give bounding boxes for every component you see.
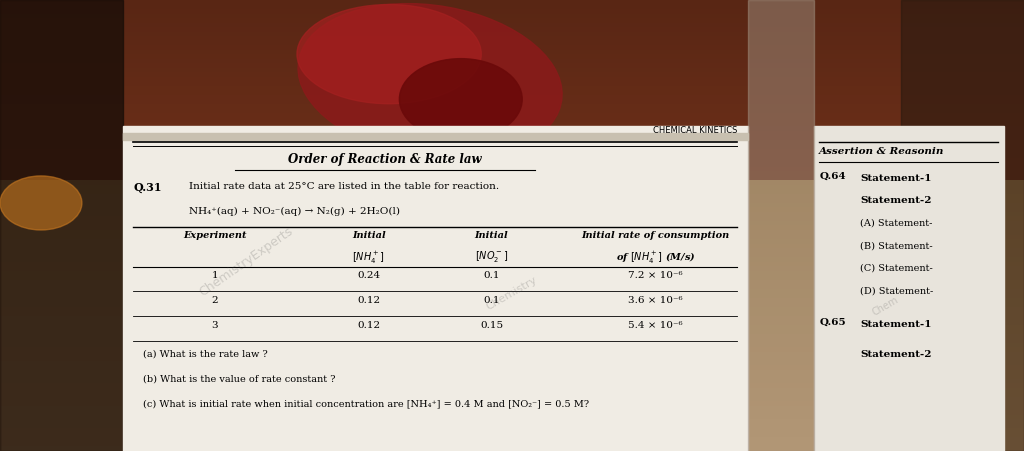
Text: Chem: Chem: [871, 295, 900, 318]
Text: (c) What is initial rate when initial concentration are [NH₄⁺] = 0.4 M and [NO₂⁻: (c) What is initial rate when initial co…: [143, 400, 590, 409]
Text: 0.24: 0.24: [357, 271, 380, 280]
Text: 2: 2: [212, 296, 218, 305]
Text: (B) Statement-: (B) Statement-: [860, 241, 933, 250]
Text: Assertion & Reasonin: Assertion & Reasonin: [819, 147, 944, 156]
Text: Experiment: Experiment: [183, 231, 247, 240]
Bar: [123, 126, 748, 451]
Text: Initial: Initial: [475, 231, 508, 240]
Text: Statement-1: Statement-1: [860, 320, 932, 329]
Text: (D) Statement-: (D) Statement-: [860, 286, 934, 295]
Text: Initial rate data at 25°C are listed in the table for reaction.: Initial rate data at 25°C are listed in …: [189, 182, 500, 191]
Ellipse shape: [0, 176, 82, 230]
Text: Chemistry: Chemistry: [484, 275, 540, 312]
Text: 0.1: 0.1: [483, 296, 500, 305]
Text: Initial rate of consumption: Initial rate of consumption: [582, 231, 729, 240]
Text: (b) What is the value of rate constant ?: (b) What is the value of rate constant ?: [143, 375, 336, 384]
Text: (C) Statement-: (C) Statement-: [860, 264, 933, 273]
Text: 5.4 × 10⁻⁶: 5.4 × 10⁻⁶: [628, 321, 683, 330]
Text: 0.1: 0.1: [483, 271, 500, 280]
Bar: [748, 0, 814, 451]
Text: Statement-1: Statement-1: [860, 174, 932, 183]
Text: Q.64: Q.64: [819, 171, 846, 180]
Text: Initial: Initial: [352, 231, 385, 240]
Text: $[NO_2^-]$: $[NO_2^-]$: [475, 249, 508, 264]
Text: Statement-2: Statement-2: [860, 350, 932, 359]
Text: (A) Statement-: (A) Statement-: [860, 219, 933, 228]
Bar: [814, 126, 1004, 451]
Text: Order of Reaction & Rate law: Order of Reaction & Rate law: [289, 153, 482, 166]
Ellipse shape: [399, 59, 522, 140]
Text: 1: 1: [212, 271, 218, 280]
Text: $[NH_4^+]$: $[NH_4^+]$: [352, 249, 385, 266]
Text: 0.15: 0.15: [480, 321, 503, 330]
Bar: [123, 133, 748, 140]
Text: 0.12: 0.12: [357, 321, 380, 330]
Text: (a) What is the rate law ?: (a) What is the rate law ?: [143, 350, 268, 359]
Bar: [901, 0, 1024, 451]
Text: NH₄⁺(aq) + NO₂⁻(aq) → N₂(g) + 2H₂O(l): NH₄⁺(aq) + NO₂⁻(aq) → N₂(g) + 2H₂O(l): [189, 207, 400, 216]
Bar: [0, 0, 123, 451]
Text: 7.2 × 10⁻⁶: 7.2 × 10⁻⁶: [628, 271, 683, 280]
Text: CHEMICAL KINETICS: CHEMICAL KINETICS: [653, 126, 737, 135]
Text: 3.6 × 10⁻⁶: 3.6 × 10⁻⁶: [628, 296, 683, 305]
Text: 0.12: 0.12: [357, 296, 380, 305]
Text: Q.31: Q.31: [133, 182, 162, 193]
Text: Statement-2: Statement-2: [860, 196, 932, 205]
Text: 3: 3: [212, 321, 218, 330]
Text: ChemistryExperts: ChemistryExperts: [197, 224, 295, 299]
Ellipse shape: [298, 4, 562, 159]
Ellipse shape: [297, 5, 481, 104]
Text: Q.65: Q.65: [819, 318, 846, 327]
Text: of $[NH_4^+]$ (M/s): of $[NH_4^+]$ (M/s): [615, 249, 695, 266]
